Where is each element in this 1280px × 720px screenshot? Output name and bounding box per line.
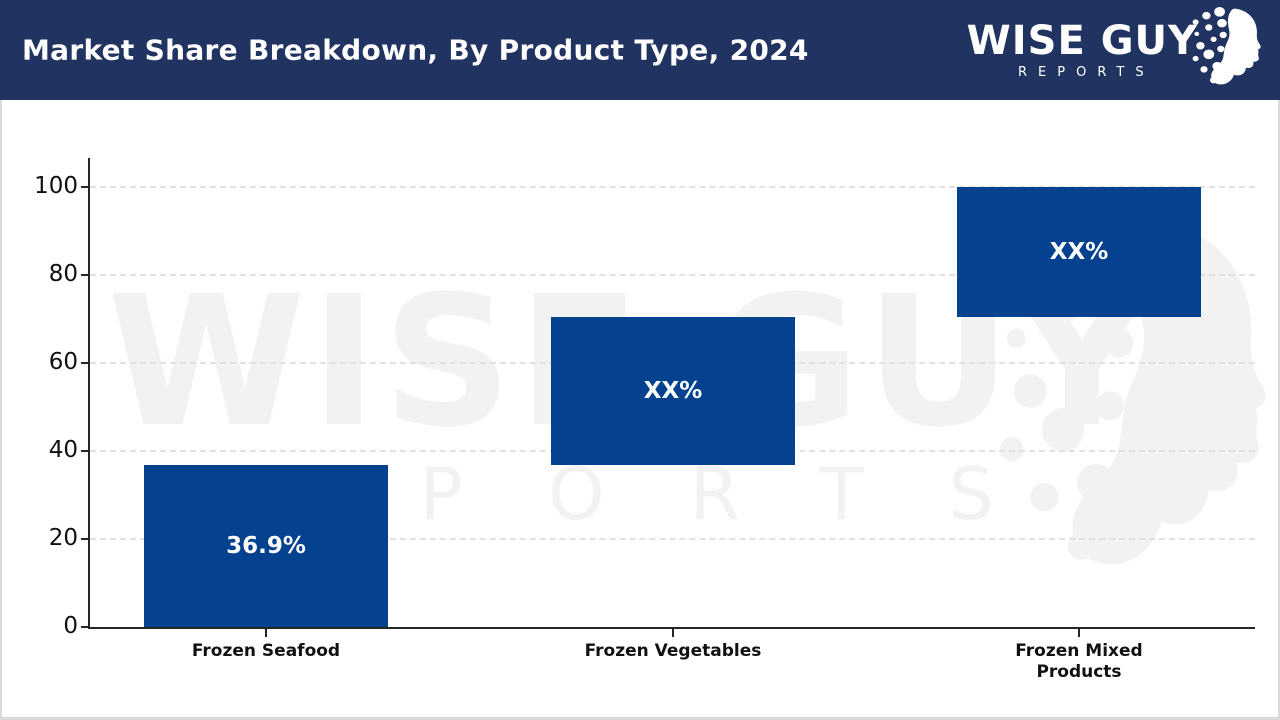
chart-canvas: WISE GUY REPORTS 0 20 40 60 80 100 36.9% Frozen… xyxy=(0,100,1280,720)
y-tick-mark xyxy=(81,186,88,188)
y-tick-label: 80 xyxy=(48,261,78,287)
y-tick-label: 60 xyxy=(48,349,78,375)
y-tick-mark xyxy=(81,274,88,276)
x-category-label: Frozen Mixed Products xyxy=(1015,641,1143,683)
bar-value-label: XX% xyxy=(1049,238,1109,265)
y-tick-label: 40 xyxy=(48,437,78,463)
bar-value-label: 36.9% xyxy=(226,532,306,559)
face-profile-icon xyxy=(1192,7,1261,85)
y-tick-label: 100 xyxy=(34,173,78,199)
x-tick-mark xyxy=(265,629,267,637)
y-tick-mark xyxy=(81,626,88,628)
x-tick-mark xyxy=(1078,629,1080,637)
gridline-100 xyxy=(90,186,1255,188)
bar-frozen-vegetables: XX% xyxy=(551,316,795,465)
bar-frozen-seafood: 36.9% xyxy=(144,464,388,627)
x-axis-line xyxy=(88,627,1255,629)
logo-wordmark: WISE GUY xyxy=(966,17,1198,64)
x-category-label: Frozen Seafood xyxy=(191,641,341,661)
x-tick-mark xyxy=(672,629,674,637)
y-tick-label: 0 xyxy=(63,613,78,639)
bar-value-label: XX% xyxy=(643,377,703,404)
x-category-label: Frozen Vegetables xyxy=(584,641,762,661)
page-title: Market Share Breakdown, By Product Type,… xyxy=(22,33,809,67)
gridline-80 xyxy=(90,274,1255,276)
gridline-20 xyxy=(90,538,1255,540)
y-tick-label: 20 xyxy=(48,525,78,551)
y-tick-mark xyxy=(81,362,88,364)
wise-guy-logo: WISE GUY REPORTS xyxy=(967,4,1264,96)
logo-subtitle: REPORTS xyxy=(1018,64,1155,80)
y-tick-mark xyxy=(81,538,88,540)
logo-text: WISE GUY REPORTS xyxy=(967,21,1198,80)
bar-frozen-mixed-products: XX% xyxy=(957,187,1201,317)
y-tick-mark xyxy=(81,450,88,452)
header-bar: Market Share Breakdown, By Product Type,… xyxy=(0,0,1280,100)
y-axis-line xyxy=(88,158,90,629)
